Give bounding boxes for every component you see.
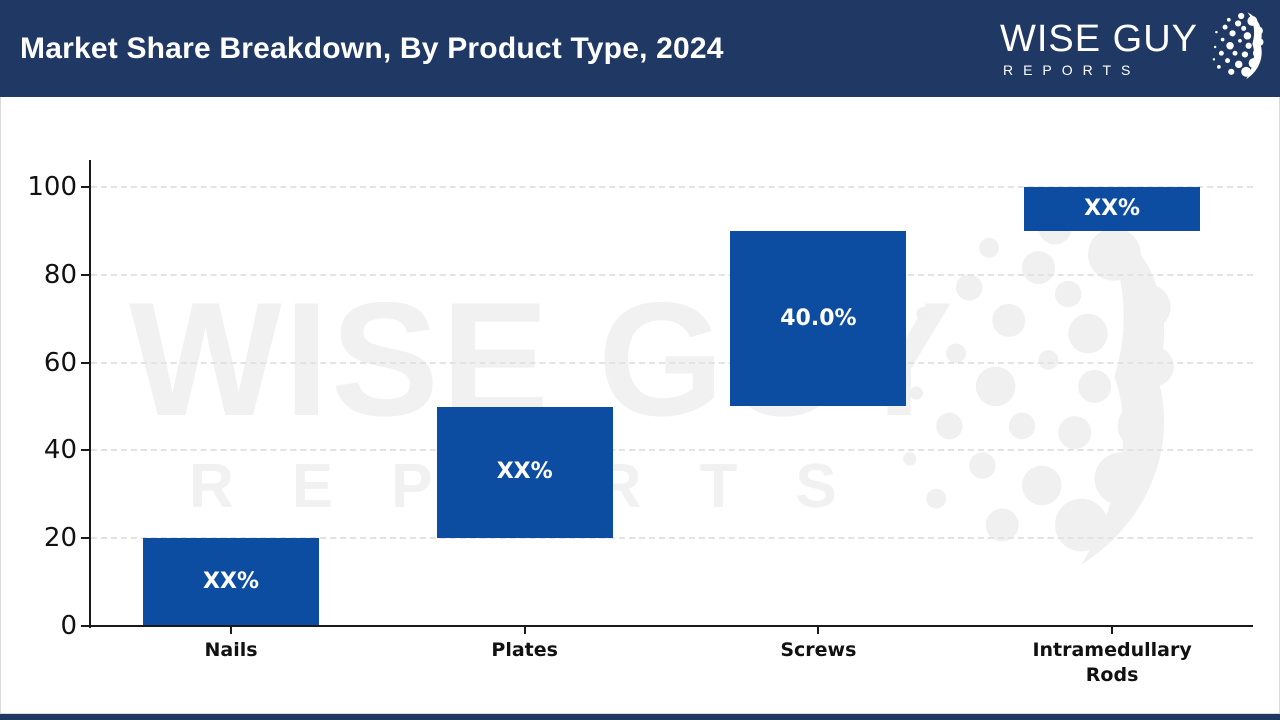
wise-guy-reports-logo: WISE GUY REPORTS <box>1000 9 1266 89</box>
gridline-40 <box>91 449 1253 452</box>
y-tick-100 <box>81 186 90 188</box>
bar-value-label-screws: 40.0% <box>780 305 857 331</box>
bar-value-label-nails: XX% <box>203 569 259 595</box>
y-tick-20 <box>81 537 90 540</box>
x-tick-nails <box>230 627 232 634</box>
logo-text: WISE GUY REPORTS <box>1000 20 1198 78</box>
dotted-head-logo-icon <box>1204 9 1266 89</box>
y-tick-label-20: 20 <box>43 523 77 554</box>
gridline-60 <box>91 361 1253 364</box>
footer-accent-bar <box>0 714 1280 720</box>
y-tick-label-40: 40 <box>43 435 77 466</box>
x-tick-intramedullary-rods <box>1111 627 1114 634</box>
x-category-label-intramedullary-rods: Intramedullary Rods <box>1032 639 1192 686</box>
x-category-label-plates: Plates <box>491 639 558 661</box>
chart-area: WISE GUY REPORTS <box>0 97 1280 714</box>
y-tick-40 <box>81 449 90 452</box>
plot: 0 20 40 60 80 100 XX% Nails XX% Plates 40.0% Screws… <box>1 97 1279 713</box>
y-tick-label-0: 0 <box>60 611 77 641</box>
y-tick-label-80: 80 <box>43 259 77 290</box>
gridline-20 <box>91 537 1253 540</box>
bar-plates <box>436 406 613 539</box>
y-axis-line <box>89 160 91 628</box>
y-tick-label-60: 60 <box>43 347 77 378</box>
gridline-80 <box>91 273 1253 276</box>
bar-value-label-plates: XX% <box>496 459 553 485</box>
chart-title: Market Share Breakdown, By Product Type,… <box>20 31 724 65</box>
y-tick-80 <box>81 273 90 276</box>
header-bar: Market Share Breakdown, By Product Type,… <box>0 0 1280 97</box>
y-tick-0 <box>81 625 90 627</box>
x-category-label-screws: Screws <box>780 639 857 661</box>
bar-value-label-intramedullary-rods: XX% <box>1084 195 1141 221</box>
bar-screws <box>730 230 907 407</box>
logo-subtitle: REPORTS <box>1002 61 1141 78</box>
x-category-label-nails: Nails <box>204 639 258 661</box>
x-tick-screws <box>817 627 820 634</box>
bar-nails <box>143 538 319 626</box>
y-tick-60 <box>81 361 90 364</box>
x-axis-line <box>89 625 1253 627</box>
gridline-100 <box>91 186 1253 188</box>
x-tick-plates <box>523 627 526 634</box>
y-tick-label-100: 100 <box>27 172 77 202</box>
logo-wordmark: WISE GUY <box>999 17 1198 60</box>
